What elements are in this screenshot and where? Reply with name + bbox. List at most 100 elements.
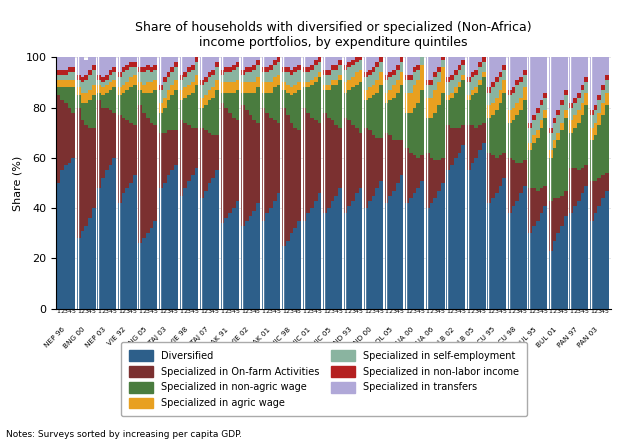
Bar bbox=[594, 110, 597, 123]
Bar bbox=[335, 52, 338, 65]
Bar bbox=[293, 72, 297, 85]
Bar bbox=[170, 171, 174, 309]
Bar bbox=[200, 198, 204, 309]
Text: NEP 96: NEP 96 bbox=[43, 326, 66, 349]
Bar bbox=[228, 67, 232, 72]
Bar bbox=[88, 70, 92, 75]
Bar bbox=[204, 78, 207, 82]
Bar bbox=[355, 52, 359, 57]
Bar bbox=[269, 118, 273, 208]
Bar bbox=[108, 82, 112, 90]
Bar bbox=[204, 57, 207, 78]
Bar bbox=[133, 67, 136, 75]
Bar bbox=[286, 241, 290, 309]
Bar bbox=[429, 118, 433, 158]
Bar bbox=[187, 180, 191, 309]
Bar bbox=[536, 52, 540, 108]
Bar bbox=[487, 105, 491, 118]
Bar bbox=[142, 57, 146, 67]
Bar bbox=[359, 60, 363, 70]
Bar bbox=[581, 103, 584, 115]
Bar bbox=[536, 108, 540, 112]
Bar bbox=[166, 130, 170, 176]
Bar bbox=[511, 93, 515, 108]
Text: ECU 98: ECU 98 bbox=[494, 326, 517, 349]
Bar bbox=[573, 168, 577, 206]
Bar bbox=[467, 125, 470, 171]
Bar bbox=[519, 163, 523, 193]
Bar bbox=[211, 178, 215, 309]
Bar bbox=[235, 90, 239, 120]
Bar bbox=[286, 85, 290, 93]
Bar bbox=[262, 220, 265, 309]
Bar bbox=[389, 135, 392, 196]
Bar bbox=[536, 138, 540, 191]
Bar bbox=[597, 100, 601, 112]
Bar bbox=[262, 82, 265, 93]
Bar bbox=[532, 115, 536, 120]
Bar bbox=[121, 85, 125, 93]
Bar bbox=[159, 103, 163, 112]
Bar bbox=[72, 57, 75, 67]
Bar bbox=[543, 206, 547, 309]
Text: GUA 00: GUA 00 bbox=[391, 326, 415, 350]
Bar bbox=[594, 123, 597, 135]
Bar bbox=[241, 70, 245, 75]
Bar bbox=[601, 103, 605, 115]
Bar bbox=[163, 108, 166, 133]
Bar bbox=[581, 90, 584, 103]
Bar bbox=[215, 67, 219, 80]
Bar bbox=[297, 220, 301, 309]
Bar bbox=[77, 80, 80, 87]
Bar bbox=[597, 50, 601, 95]
Bar bbox=[57, 183, 60, 309]
Bar bbox=[396, 80, 400, 93]
Bar bbox=[351, 60, 355, 65]
Bar bbox=[286, 93, 290, 115]
Bar bbox=[314, 78, 318, 82]
Bar bbox=[372, 67, 376, 72]
Bar bbox=[491, 103, 495, 115]
Bar bbox=[277, 193, 280, 309]
Bar bbox=[207, 78, 211, 90]
Bar bbox=[498, 186, 502, 309]
Bar bbox=[421, 180, 424, 309]
Bar bbox=[450, 52, 454, 75]
Bar bbox=[297, 65, 301, 70]
Bar bbox=[536, 130, 540, 138]
Bar bbox=[307, 82, 310, 87]
Bar bbox=[265, 72, 269, 82]
Bar bbox=[331, 52, 335, 65]
Bar bbox=[528, 233, 532, 309]
Bar bbox=[105, 93, 108, 108]
Bar bbox=[446, 95, 450, 100]
Bar bbox=[297, 90, 301, 130]
Bar bbox=[221, 82, 224, 93]
Bar bbox=[335, 196, 338, 309]
Bar bbox=[72, 72, 75, 80]
Bar bbox=[605, 105, 609, 173]
Bar bbox=[421, 155, 424, 180]
Bar bbox=[323, 112, 327, 213]
Bar bbox=[256, 52, 260, 60]
Bar bbox=[331, 80, 335, 85]
Bar bbox=[174, 62, 178, 67]
Bar bbox=[581, 85, 584, 90]
Bar bbox=[523, 161, 526, 186]
Bar bbox=[307, 213, 310, 309]
Bar bbox=[412, 52, 417, 67]
Bar bbox=[282, 67, 286, 72]
Bar bbox=[474, 93, 478, 128]
Bar bbox=[409, 80, 412, 93]
Bar bbox=[400, 72, 404, 85]
Bar bbox=[245, 72, 249, 82]
Bar bbox=[564, 118, 568, 191]
Bar bbox=[376, 52, 379, 62]
Bar bbox=[142, 85, 146, 93]
Bar bbox=[121, 193, 125, 309]
Bar bbox=[121, 67, 125, 72]
Text: BNG 00: BNG 00 bbox=[62, 326, 87, 350]
Bar bbox=[523, 87, 526, 100]
Bar bbox=[379, 62, 383, 72]
Bar bbox=[601, 42, 605, 85]
